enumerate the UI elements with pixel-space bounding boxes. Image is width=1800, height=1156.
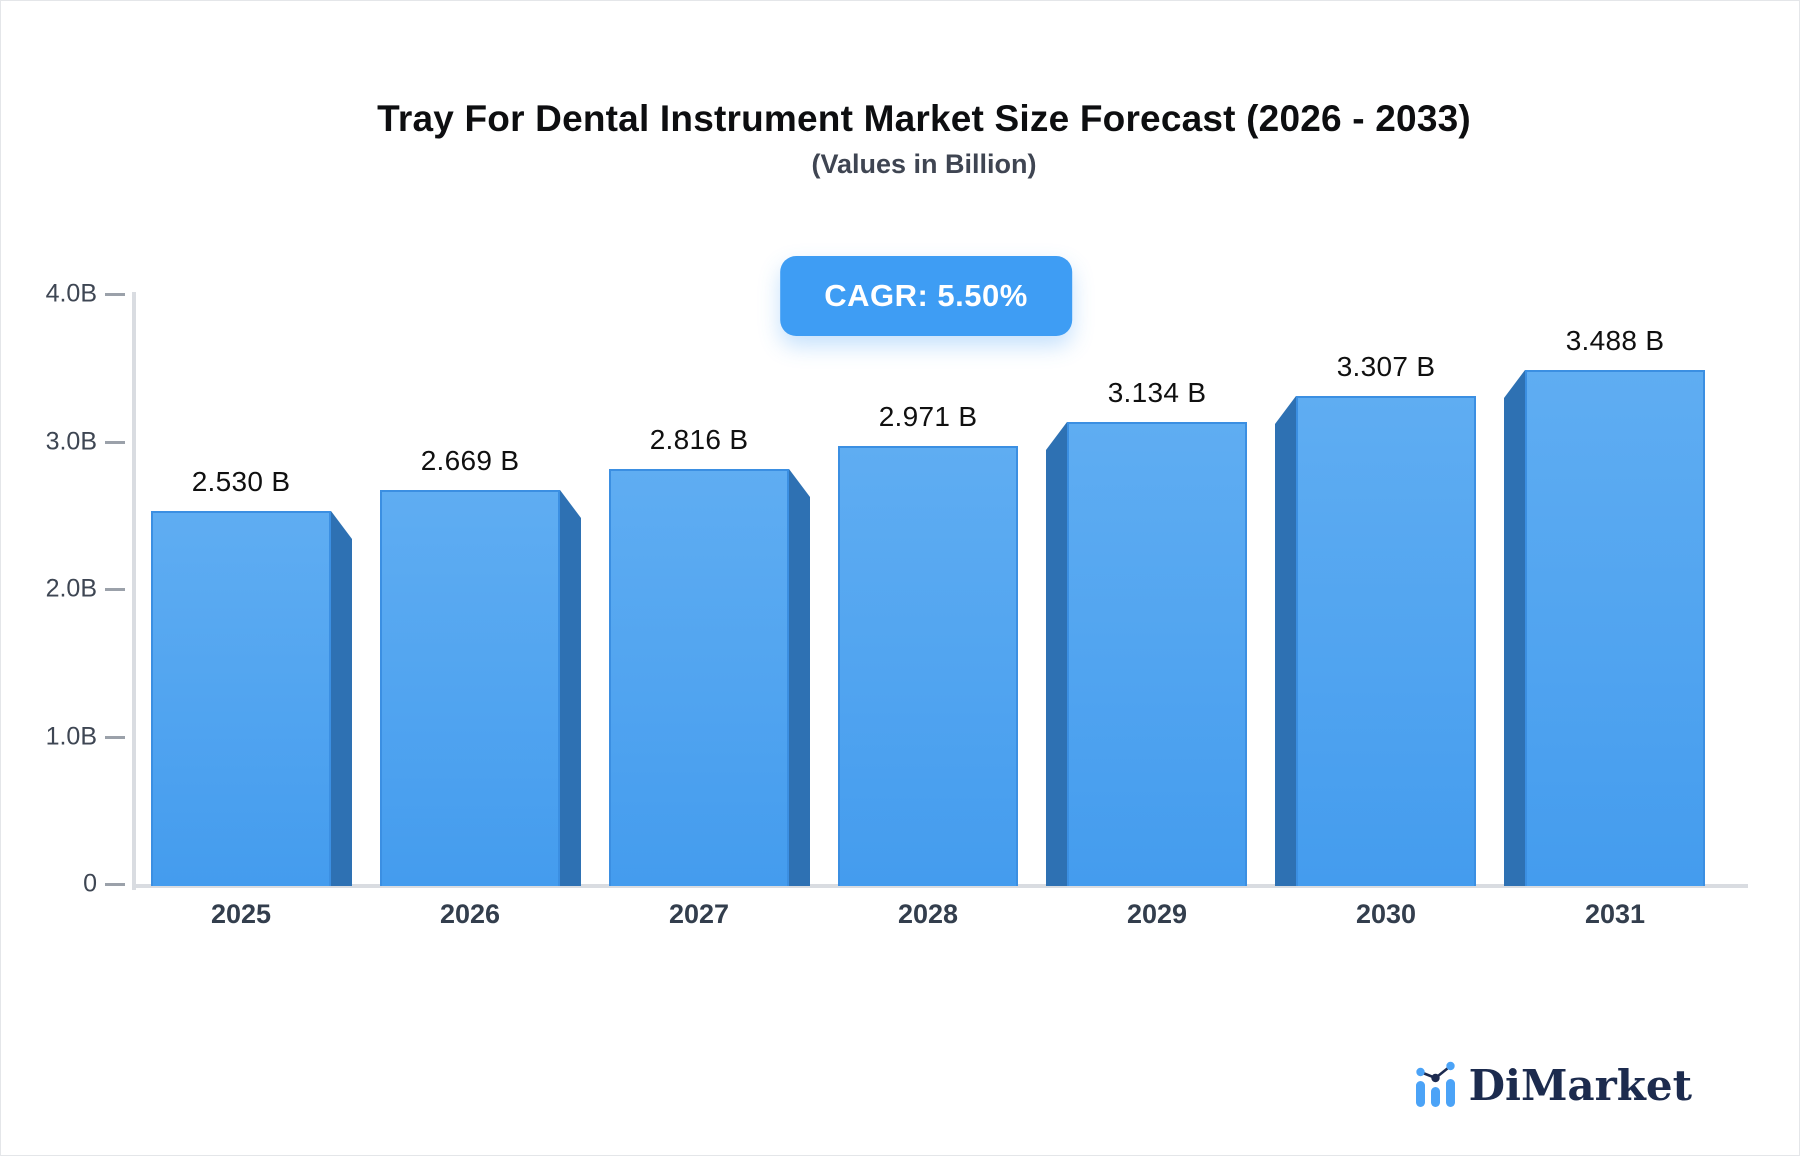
y-axis-label: 4.0B: [45, 279, 97, 308]
bar-3d-side: [789, 469, 810, 886]
y-axis-tick: [105, 736, 125, 739]
bar-value-label: 2.816 B: [649, 424, 749, 455]
x-axis-label: 2026: [439, 899, 501, 929]
bar: [380, 490, 560, 886]
brand-logo: DiMarket: [1414, 1061, 1692, 1107]
y-axis-tick: [105, 883, 125, 886]
bar-value-label: 2.971 B: [878, 401, 978, 432]
bar-value-label: 2.530 B: [191, 466, 291, 497]
logo-bar-right: [1445, 1079, 1455, 1107]
bar-3d-side: [1275, 396, 1296, 886]
x-axis-baseline: [132, 884, 1748, 888]
bar: [1296, 396, 1476, 886]
logo-dot-middle: [1430, 1073, 1440, 1083]
chart-title: Tray For Dental Instrument Market Size F…: [377, 98, 1471, 139]
x-axis-label: 2027: [668, 899, 730, 929]
y-axis-tick: [105, 588, 125, 591]
logo-bar-middle: [1430, 1087, 1440, 1107]
bar-chart-sparkline-icon: [1415, 1061, 1455, 1107]
logo-dot-left: [1415, 1067, 1425, 1077]
x-axis-label: 2025: [210, 899, 272, 929]
chart-subtitle: (Values in Billion): [811, 149, 1037, 179]
x-axis-label: 2029: [1126, 899, 1188, 929]
bar: [1525, 370, 1705, 886]
y-axis-label: 1.0B: [45, 722, 97, 751]
y-axis-label: 0: [83, 869, 97, 898]
bar-value-label: 3.488 B: [1565, 325, 1665, 356]
y-axis-line: [132, 292, 136, 890]
bar: [838, 446, 1018, 886]
x-axis-label: 2028: [897, 899, 959, 929]
cagr-badge: CAGR: 5.50%: [780, 256, 1072, 336]
logo-bar-left: [1415, 1081, 1425, 1107]
logo-text: DiMarket: [1468, 1061, 1692, 1110]
bar: [1067, 422, 1247, 886]
logo-dot-right: [1445, 1061, 1455, 1071]
x-axis-label: 2031: [1584, 899, 1646, 929]
x-axis-label: 2030: [1355, 899, 1417, 929]
bar-3d-side: [1504, 370, 1525, 886]
bar: [609, 469, 789, 886]
y-axis-label: 2.0B: [45, 574, 97, 603]
bar: [151, 511, 331, 886]
y-axis-tick: [105, 293, 125, 296]
y-axis-label: 3.0B: [45, 427, 97, 456]
bar-3d-side: [331, 511, 352, 886]
bar-value-label: 3.134 B: [1107, 377, 1207, 408]
bar-3d-side: [1046, 422, 1067, 886]
bar-value-label: 2.669 B: [420, 445, 520, 476]
y-axis-tick: [105, 441, 125, 444]
bar-3d-side: [560, 490, 581, 886]
bar-value-label: 3.307 B: [1336, 351, 1436, 382]
